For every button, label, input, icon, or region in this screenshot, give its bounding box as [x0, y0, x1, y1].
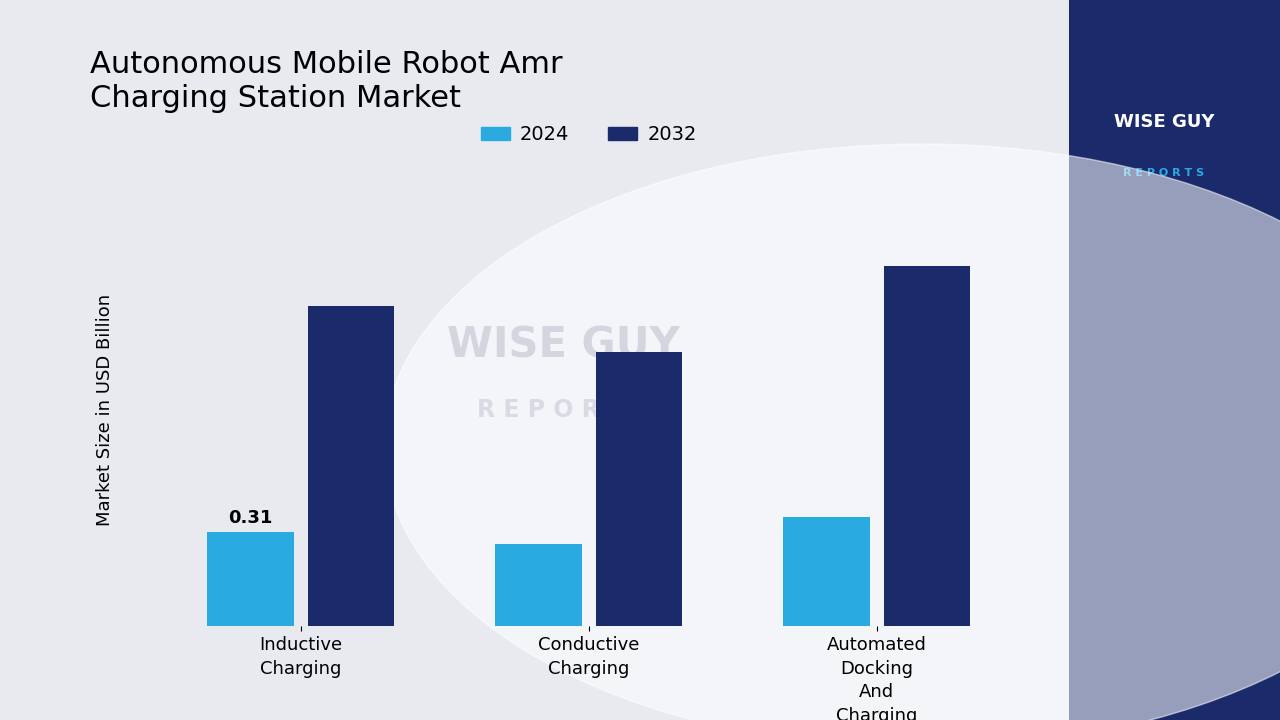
Text: Autonomous Mobile Robot Amr
Charging Station Market: Autonomous Mobile Robot Amr Charging Sta…: [90, 50, 562, 113]
Text: WISE GUY: WISE GUY: [447, 325, 680, 366]
Bar: [783, 516, 869, 626]
Bar: [308, 306, 394, 626]
Text: R E P O R T S: R E P O R T S: [1124, 168, 1204, 178]
Text: WISE GUY: WISE GUY: [1114, 113, 1215, 131]
Text: 0.31: 0.31: [228, 509, 273, 527]
Bar: [207, 532, 293, 626]
Bar: [596, 352, 682, 626]
Bar: [884, 266, 970, 626]
Bar: [495, 544, 581, 626]
Legend: 2024, 2032: 2024, 2032: [474, 118, 704, 152]
Y-axis label: Market Size in USD Billion: Market Size in USD Billion: [96, 294, 114, 526]
Circle shape: [384, 144, 1280, 720]
Text: R E P O R T S: R E P O R T S: [477, 398, 649, 423]
